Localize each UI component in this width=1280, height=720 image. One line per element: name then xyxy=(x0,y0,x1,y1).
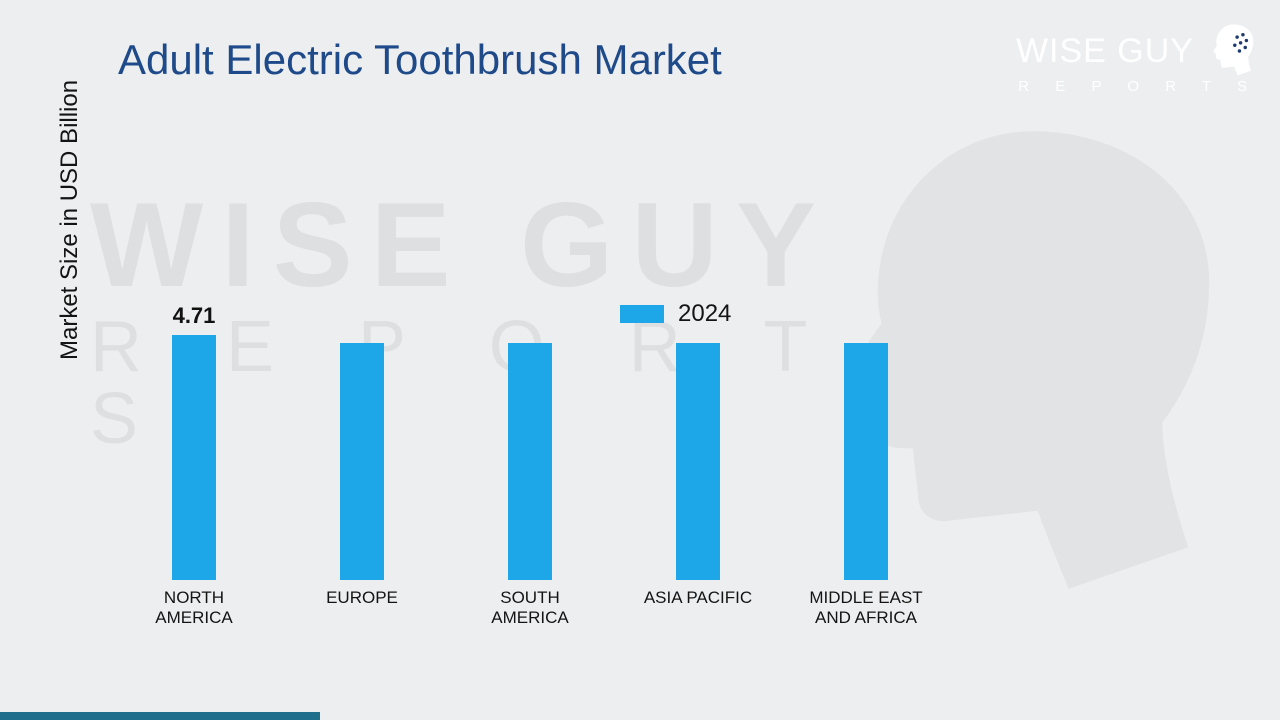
y-axis-label: Market Size in USD Billion xyxy=(56,80,84,360)
chart-title: Adult Electric Toothbrush Market xyxy=(118,36,722,84)
stage: WISE GUY R E P O R T S Adult Electric To… xyxy=(0,0,1280,720)
chart-area: 4.71NORTH AMERICAEUROPESOUTH AMERICAASIA… xyxy=(110,320,950,580)
brand-logo: WISE GUY R E P O R T S xyxy=(1016,22,1258,95)
category-label: MIDDLE EAST AND AFRICA xyxy=(796,588,936,627)
category-label: SOUTH AMERICA xyxy=(460,588,600,627)
bar xyxy=(508,343,552,580)
bar-group: SOUTH AMERICA xyxy=(446,320,614,580)
bar xyxy=(172,335,216,580)
bar-group: MIDDLE EAST AND AFRICA xyxy=(782,320,950,580)
category-label: NORTH AMERICA xyxy=(124,588,264,627)
category-label: ASIA PACIFIC xyxy=(628,588,768,608)
bar-group: 4.71NORTH AMERICA xyxy=(110,320,278,580)
brand-band xyxy=(965,0,1280,720)
bar xyxy=(676,343,720,580)
bar xyxy=(340,343,384,580)
brand-line1: WISE GUY xyxy=(1016,32,1194,71)
category-label: EUROPE xyxy=(292,588,432,608)
accent-bar xyxy=(0,712,320,720)
bar xyxy=(844,343,888,580)
watermark-line1: WISE GUY xyxy=(90,185,950,305)
bar-value-label: 4.71 xyxy=(173,303,216,329)
bar-group: EUROPE xyxy=(278,320,446,580)
bar-group: ASIA PACIFIC xyxy=(614,320,782,580)
brand-line2: R E P O R T S xyxy=(1016,78,1258,95)
brand-head-icon xyxy=(1200,22,1258,80)
